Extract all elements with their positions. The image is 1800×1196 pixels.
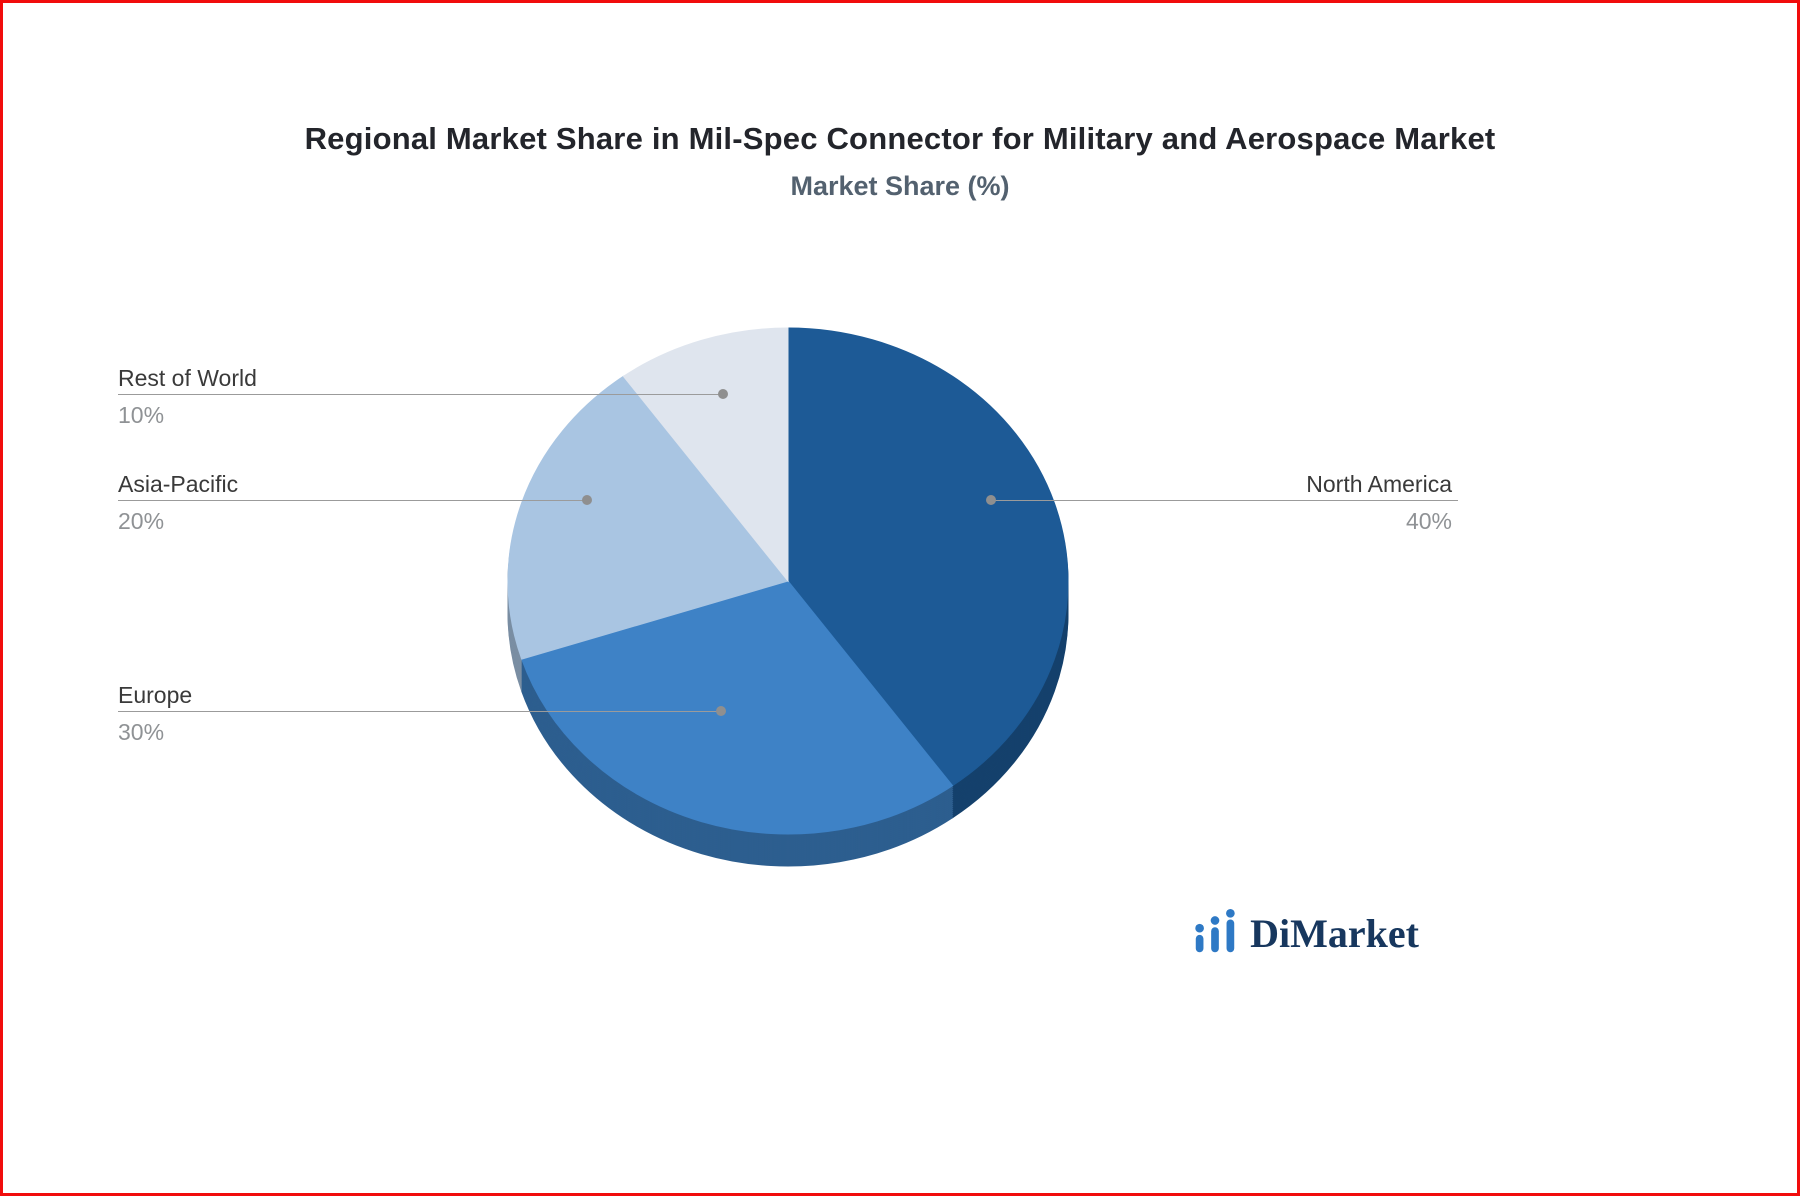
leader-line-europe <box>118 711 721 712</box>
callout-value-asia-pacific: 20% <box>118 508 165 534</box>
leader-dot-north-america <box>986 495 996 505</box>
pie-chart <box>507 327 1069 867</box>
leader-line-rest-of-world <box>118 394 723 395</box>
brand-logo: DiMarket <box>1190 908 1419 958</box>
callout-value-europe: 30% <box>118 719 165 745</box>
callout-value-north-america: 40% <box>1405 508 1452 534</box>
bar-chart-logo-icon <box>1195 908 1235 953</box>
callout-label-rest-of-world: Rest of World <box>118 365 257 391</box>
brand-logo-text: DiMarket <box>1250 910 1419 956</box>
chart-subtitle: Market Share (%) <box>790 171 1010 201</box>
pie-slice-europe[interactable] <box>521 580 954 835</box>
pie-slice-north-america[interactable] <box>787 327 1069 787</box>
leader-dot-rest-of-world <box>718 389 728 399</box>
leader-dot-europe <box>716 706 726 716</box>
pie-slice-rest-of-world[interactable] <box>622 327 789 583</box>
callout-label-north-america: North America <box>1306 471 1452 497</box>
leader-dot-asia-pacific <box>582 495 592 505</box>
callout-value-rest-of-world: 10% <box>118 402 165 428</box>
callout-label-asia-pacific: Asia-Pacific <box>118 471 239 497</box>
pie-slice-asia-pacific[interactable] <box>507 375 789 660</box>
leader-line-asia-pacific <box>118 500 587 501</box>
callout-label-europe: Europe <box>118 682 193 708</box>
leader-line-north-america <box>991 500 1458 501</box>
chart-title: Regional Market Share in Mil-Spec Connec… <box>304 121 1496 156</box>
